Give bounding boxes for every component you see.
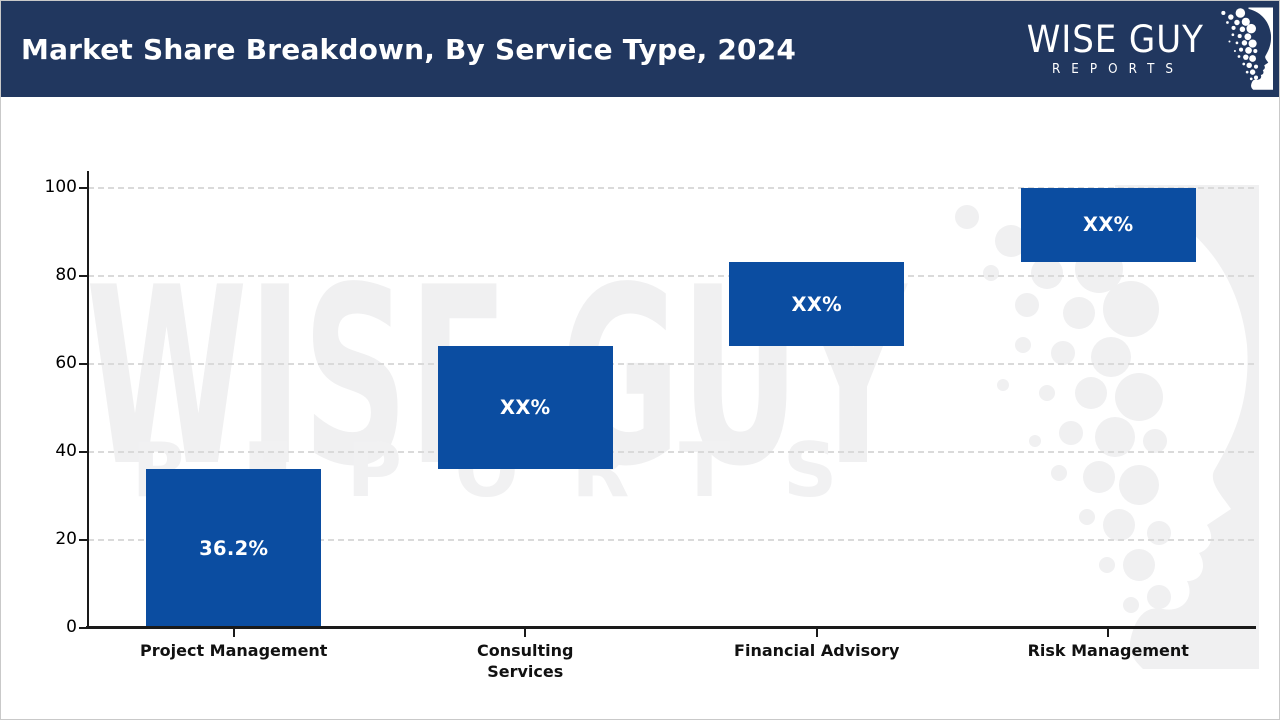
y-gridline [88, 186, 1254, 189]
y-tick-label: 40 [55, 440, 77, 461]
y-axis-tick [79, 450, 88, 453]
y-tick-label: 20 [55, 528, 77, 549]
logo-wiseguy-text: WISE GUY [1026, 18, 1204, 61]
logo-reports-text: REPORTS [1051, 62, 1184, 77]
wiseguy-logo: WISE GUY REPORTS [1019, 1, 1273, 97]
bar-value-label: XX% [499, 395, 551, 419]
y-axis-tick [79, 186, 88, 189]
x-axis-line [86, 626, 1256, 629]
y-axis-tick [79, 362, 88, 365]
bar-value-label: 36.2% [199, 536, 269, 560]
y-tick-label: 60 [55, 352, 77, 373]
y-gridline [88, 362, 1254, 365]
x-category-label: Risk Management [1027, 641, 1189, 660]
x-category-label: Consulting Services [477, 641, 574, 681]
x-axis-tick [1107, 628, 1110, 637]
y-axis-tick [79, 538, 88, 541]
bar-segment: XX% [437, 346, 613, 469]
x-axis-tick [524, 628, 527, 637]
y-gridline [88, 538, 1254, 541]
bar-segment: 36.2% [146, 468, 322, 628]
wiseguy-head-icon [1221, 7, 1273, 90]
bar-value-label: XX% [1082, 213, 1134, 237]
y-gridline [88, 274, 1254, 277]
chart-area: WISE GUY REPORTS 0 20 40 60 80 100 36.2% Projec… [1, 97, 1279, 719]
bar-segment: XX% [1020, 187, 1196, 263]
x-category-label: Financial Advisory [734, 641, 900, 660]
x-category-label: Project Management [140, 641, 328, 660]
x-axis-tick [232, 628, 235, 637]
y-axis-tick [79, 627, 88, 629]
y-axis-tick [79, 274, 88, 277]
y-tick-label: 0 [66, 617, 77, 637]
header-bar: Market Share Breakdown, By Service Type,… [1, 1, 1279, 97]
y-gridline [88, 450, 1254, 453]
bar-value-label: XX% [791, 292, 842, 316]
bar-segment: XX% [729, 262, 905, 347]
y-tick-label: 100 [44, 176, 77, 197]
x-axis-tick [815, 628, 818, 637]
logo-wordmark: WISE GUY REPORTS [1026, 21, 1203, 77]
page-title: Market Share Breakdown, By Service Type,… [21, 32, 797, 66]
y-tick-label: 80 [55, 264, 77, 285]
y-axis-line [87, 171, 89, 629]
